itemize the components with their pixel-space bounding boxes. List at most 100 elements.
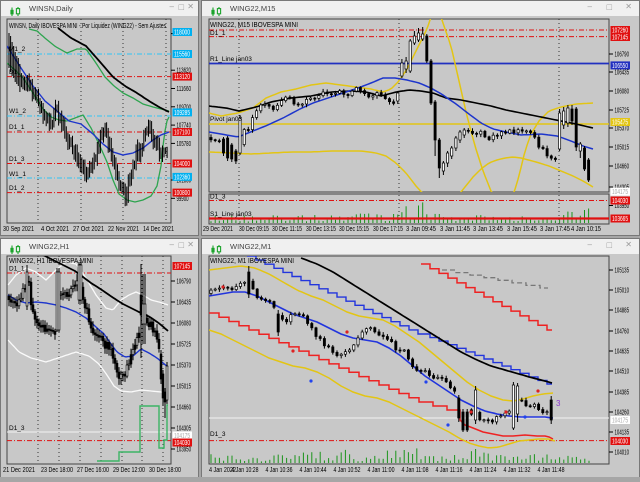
svg-text:D1_3: D1_3 bbox=[210, 431, 226, 438]
svg-text:107145: 107145 bbox=[174, 264, 190, 271]
svg-text:103950: 103950 bbox=[177, 447, 192, 454]
svg-text:103950: 103950 bbox=[615, 203, 630, 210]
svg-text:107740: 107740 bbox=[177, 123, 192, 130]
svg-text:30 Sep 2021: 30 Sep 2021 bbox=[3, 226, 34, 233]
svg-text:4 Jan 10:15: 4 Jan 10:15 bbox=[571, 226, 601, 233]
svg-text:30 Dec 13:15: 30 Dec 13:15 bbox=[306, 226, 336, 233]
svg-text:D1_1: D1_1 bbox=[9, 124, 25, 131]
svg-text:104760: 104760 bbox=[615, 329, 630, 336]
svg-text:23 Dec 18:00: 23 Dec 18:00 bbox=[41, 467, 73, 474]
svg-text:113620: 113620 bbox=[177, 68, 192, 75]
svg-text:WINSN, Daily IBOVESPA MINI -: WINSN, Daily IBOVESPA MINI - Por Liquide… bbox=[9, 23, 166, 30]
svg-text:105725: 105725 bbox=[615, 108, 630, 115]
svg-text:30 Dec 11:15: 30 Dec 11:15 bbox=[272, 226, 302, 233]
svg-text:30 Dec 15:15: 30 Dec 15:15 bbox=[339, 226, 369, 233]
svg-text:D1_3: D1_3 bbox=[210, 194, 226, 201]
svg-text:D1_3: D1_3 bbox=[9, 425, 25, 432]
svg-text:M1_2: M1_2 bbox=[9, 46, 26, 53]
svg-text:104010: 104010 bbox=[615, 450, 630, 457]
svg-text:4 Jan 11:24: 4 Jan 11:24 bbox=[470, 467, 497, 474]
svg-text:21 Dec 2021: 21 Dec 2021 bbox=[3, 467, 35, 474]
svg-text:113120: 113120 bbox=[174, 74, 190, 81]
svg-text:100800: 100800 bbox=[174, 190, 190, 197]
svg-text:107260: 107260 bbox=[612, 28, 628, 35]
svg-text:105780: 105780 bbox=[177, 141, 192, 148]
svg-text:106435: 106435 bbox=[615, 70, 630, 77]
svg-text:105015: 105015 bbox=[615, 145, 630, 152]
svg-text:4 Oct 2021: 4 Oct 2021 bbox=[41, 226, 69, 233]
svg-text:W1_1: W1_1 bbox=[9, 171, 26, 178]
svg-text:105725: 105725 bbox=[177, 342, 192, 349]
svg-text:30 Dec 18:00: 30 Dec 18:00 bbox=[149, 467, 181, 474]
svg-text:107145: 107145 bbox=[612, 35, 628, 42]
svg-text:W1_2: W1_2 bbox=[9, 108, 26, 115]
svg-text:3 Jan 17:45: 3 Jan 17:45 bbox=[540, 226, 570, 233]
svg-text:101860: 101860 bbox=[177, 178, 192, 185]
svg-text:104030: 104030 bbox=[174, 440, 190, 447]
svg-text:109285: 109285 bbox=[174, 110, 190, 117]
svg-text:D1_1: D1_1 bbox=[210, 30, 226, 37]
svg-text:4 Jan 11:16: 4 Jan 11:16 bbox=[436, 467, 463, 474]
svg-text:4 Jan 11:48: 4 Jan 11:48 bbox=[538, 467, 565, 474]
svg-text:118000: 118000 bbox=[174, 30, 190, 37]
svg-text:4 Jan 11:32: 4 Jan 11:32 bbox=[504, 467, 531, 474]
svg-text:104175: 104175 bbox=[174, 433, 190, 440]
svg-text:104030: 104030 bbox=[612, 439, 628, 446]
svg-text:105015: 105015 bbox=[177, 384, 192, 391]
svg-text:WING22, H1 IBOVESPA MINI: WING22, H1 IBOVESPA MINI bbox=[9, 258, 93, 265]
svg-text:102360: 102360 bbox=[174, 174, 190, 181]
svg-text:30 Dec 17:15: 30 Dec 17:15 bbox=[373, 226, 403, 233]
svg-text:30 Dec 09:15: 30 Dec 09:15 bbox=[239, 226, 269, 233]
svg-text:104510: 104510 bbox=[615, 369, 630, 376]
svg-text:S1_Line jan03: S1_Line jan03 bbox=[210, 211, 252, 218]
svg-text:4 Jan 10:44: 4 Jan 10:44 bbox=[300, 467, 327, 474]
svg-text:104175: 104175 bbox=[612, 418, 628, 425]
svg-text:104385: 104385 bbox=[615, 390, 630, 397]
svg-text:106080: 106080 bbox=[615, 89, 630, 96]
svg-text:WING22, M1 IBOVESPA MINI: WING22, M1 IBOVESPA MINI bbox=[210, 258, 294, 265]
svg-text:104175: 104175 bbox=[612, 189, 628, 196]
svg-text:D1_3: D1_3 bbox=[9, 156, 25, 163]
svg-text:27 Dec 16:00: 27 Dec 16:00 bbox=[77, 467, 109, 474]
svg-text:105475: 105475 bbox=[612, 120, 628, 127]
svg-text:104260: 104260 bbox=[615, 410, 630, 417]
svg-text:Pivot jan03: Pivot jan03 bbox=[210, 116, 243, 123]
svg-text:105370: 105370 bbox=[615, 126, 630, 133]
svg-text:27 Oct 2021: 27 Oct 2021 bbox=[73, 226, 104, 233]
svg-text:104030: 104030 bbox=[612, 198, 628, 205]
svg-text:109700: 109700 bbox=[177, 104, 192, 111]
svg-text:4 Jan 11:00: 4 Jan 11:00 bbox=[368, 467, 395, 474]
svg-text:4 Jan 10:52: 4 Jan 10:52 bbox=[334, 467, 361, 474]
svg-text:4 Jan 11:08: 4 Jan 11:08 bbox=[402, 467, 429, 474]
svg-text:D1: D1 bbox=[9, 69, 18, 76]
svg-text:3 Jan 11:45: 3 Jan 11:45 bbox=[440, 226, 470, 233]
svg-text:D1_2: D1_2 bbox=[9, 185, 25, 192]
svg-text:99900: 99900 bbox=[177, 196, 189, 203]
svg-text:106550: 106550 bbox=[612, 63, 628, 70]
svg-text:104885: 104885 bbox=[615, 308, 630, 315]
svg-text:105135: 105135 bbox=[615, 268, 630, 275]
svg-text:106790: 106790 bbox=[615, 52, 630, 59]
svg-text:29 Dec 2021: 29 Dec 2021 bbox=[203, 226, 233, 233]
svg-text:107100: 107100 bbox=[174, 130, 190, 137]
svg-text:3 Jan 09:45: 3 Jan 09:45 bbox=[406, 226, 436, 233]
svg-text:104660: 104660 bbox=[615, 164, 630, 171]
svg-text:103665: 103665 bbox=[612, 216, 628, 223]
svg-text:106435: 106435 bbox=[177, 300, 192, 307]
svg-text:29 Dec 12:00: 29 Dec 12:00 bbox=[113, 467, 145, 474]
svg-text:4 Jan 10:28: 4 Jan 10:28 bbox=[232, 467, 259, 474]
svg-text:104305: 104305 bbox=[177, 426, 192, 433]
svg-text:104135: 104135 bbox=[615, 430, 630, 437]
svg-text:22 Nov 2021: 22 Nov 2021 bbox=[108, 226, 139, 233]
svg-text:R1_Line jan03: R1_Line jan03 bbox=[210, 56, 252, 63]
svg-text:WING22, M15 IBOVESPA MINI: WING22, M15 IBOVESPA MINI bbox=[210, 22, 298, 29]
svg-text:3 Jan 13:45: 3 Jan 13:45 bbox=[473, 226, 503, 233]
svg-text:106080: 106080 bbox=[177, 321, 192, 328]
svg-text:105010: 105010 bbox=[615, 288, 630, 295]
svg-text:104635: 104635 bbox=[615, 349, 630, 356]
svg-text:115560: 115560 bbox=[174, 52, 190, 59]
svg-text:104660: 104660 bbox=[177, 405, 192, 412]
svg-text:D1_1: D1_1 bbox=[9, 266, 25, 273]
svg-text:111660: 111660 bbox=[177, 86, 192, 93]
svg-text:14 Dec 2021: 14 Dec 2021 bbox=[143, 226, 174, 233]
